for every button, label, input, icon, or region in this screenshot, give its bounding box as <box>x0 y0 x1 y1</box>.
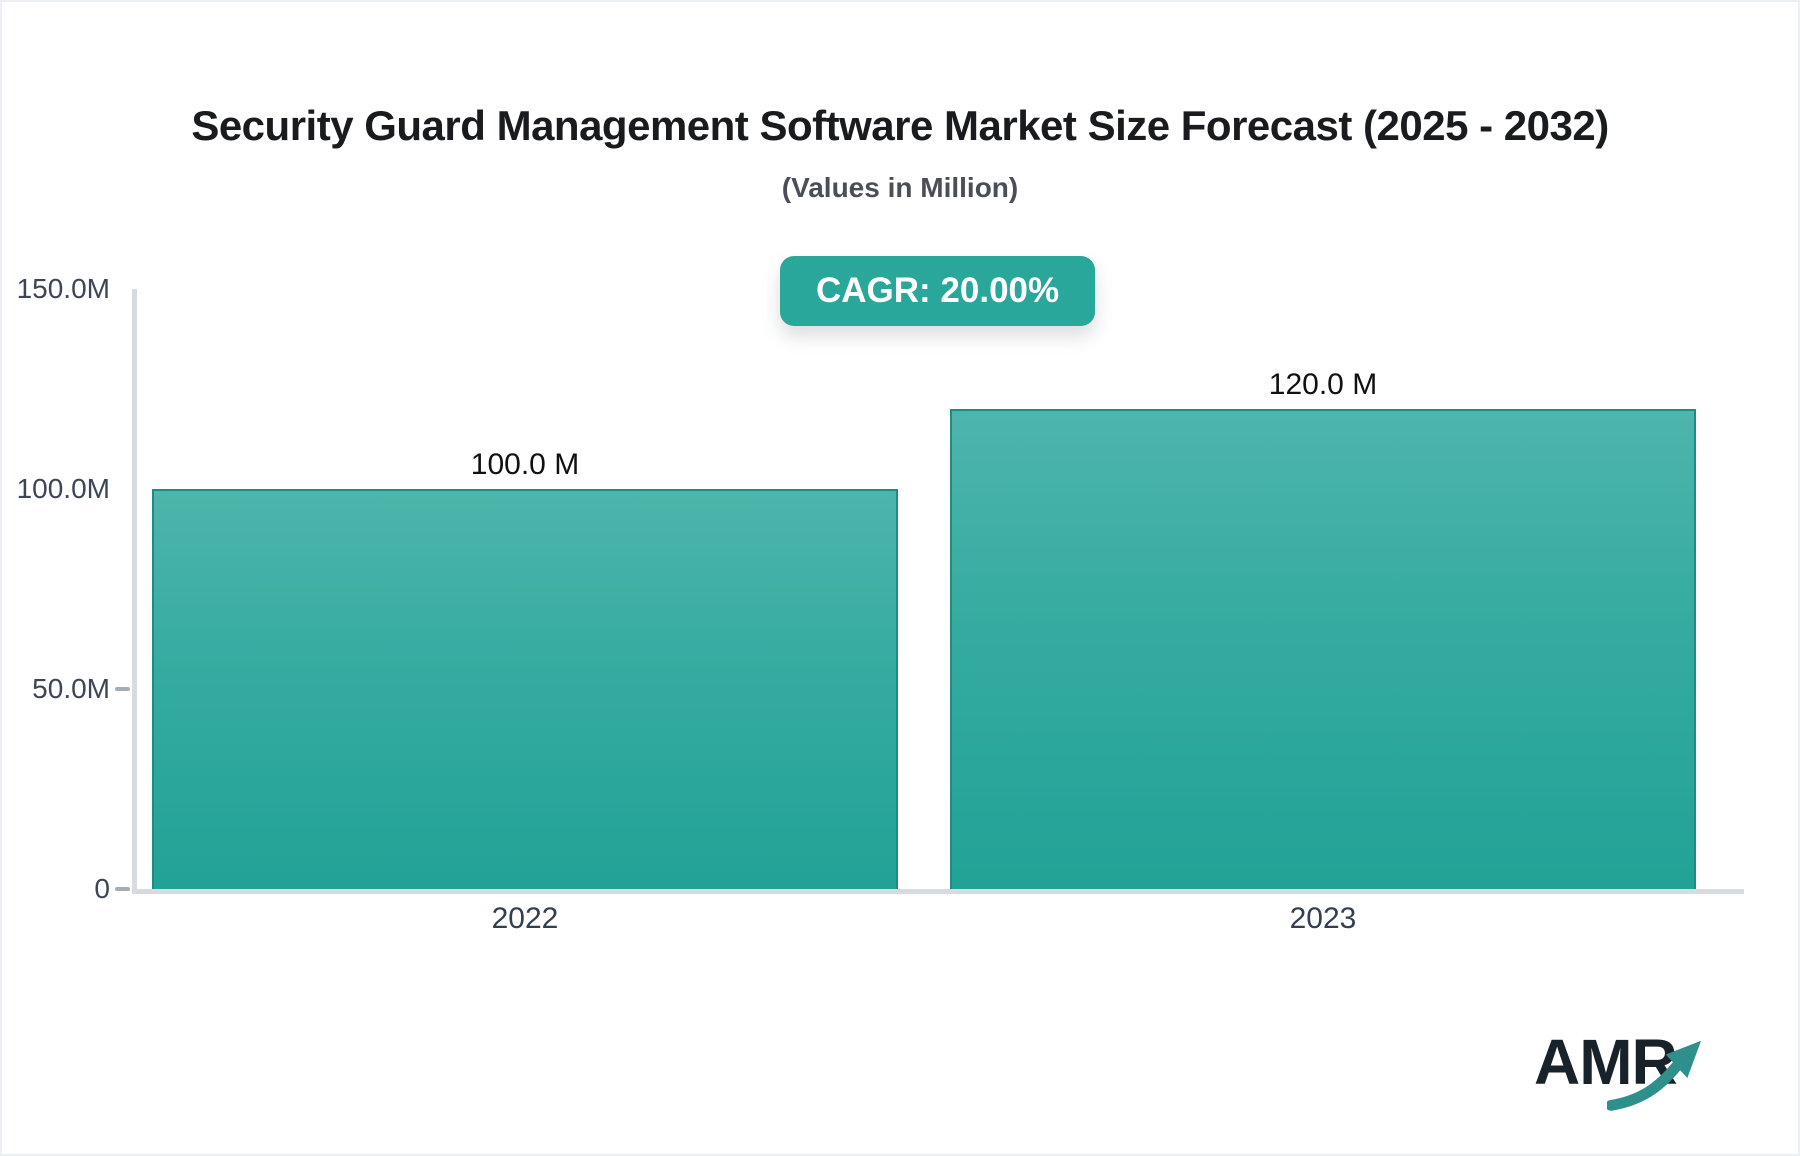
y-tick-dash-icon <box>115 887 130 891</box>
x-axis-label-2022: 2022 <box>491 902 559 935</box>
y-tick-label-150.0M: 150.0M <box>16 273 110 304</box>
amr-logo: AMR <box>1534 1030 1744 1120</box>
bar-2023[interactable] <box>950 409 1696 889</box>
chart-subtitle: (Values in Million) <box>781 172 1019 203</box>
x-axis-line <box>132 889 1744 894</box>
trend-up-arrow-icon <box>1607 1040 1702 1111</box>
y-tick-dash-icon <box>115 687 130 691</box>
bar-2022[interactable] <box>152 489 898 889</box>
x-axis-label-2023: 2023 <box>1289 902 1357 935</box>
bar-value-label-2022: 100.0 M <box>470 448 580 481</box>
chart-title: Security Guard Management Software Marke… <box>191 102 1609 149</box>
cagr-badge: CAGR: 20.00% <box>780 256 1096 326</box>
y-tick-label-0: 0 <box>94 873 110 904</box>
y-tick-label-100.0M: 100.0M <box>16 473 110 504</box>
bar-value-label-2023: 120.0 M <box>1268 368 1378 401</box>
y-axis-line <box>132 289 137 889</box>
y-tick-label-50.0M: 50.0M <box>32 673 110 704</box>
